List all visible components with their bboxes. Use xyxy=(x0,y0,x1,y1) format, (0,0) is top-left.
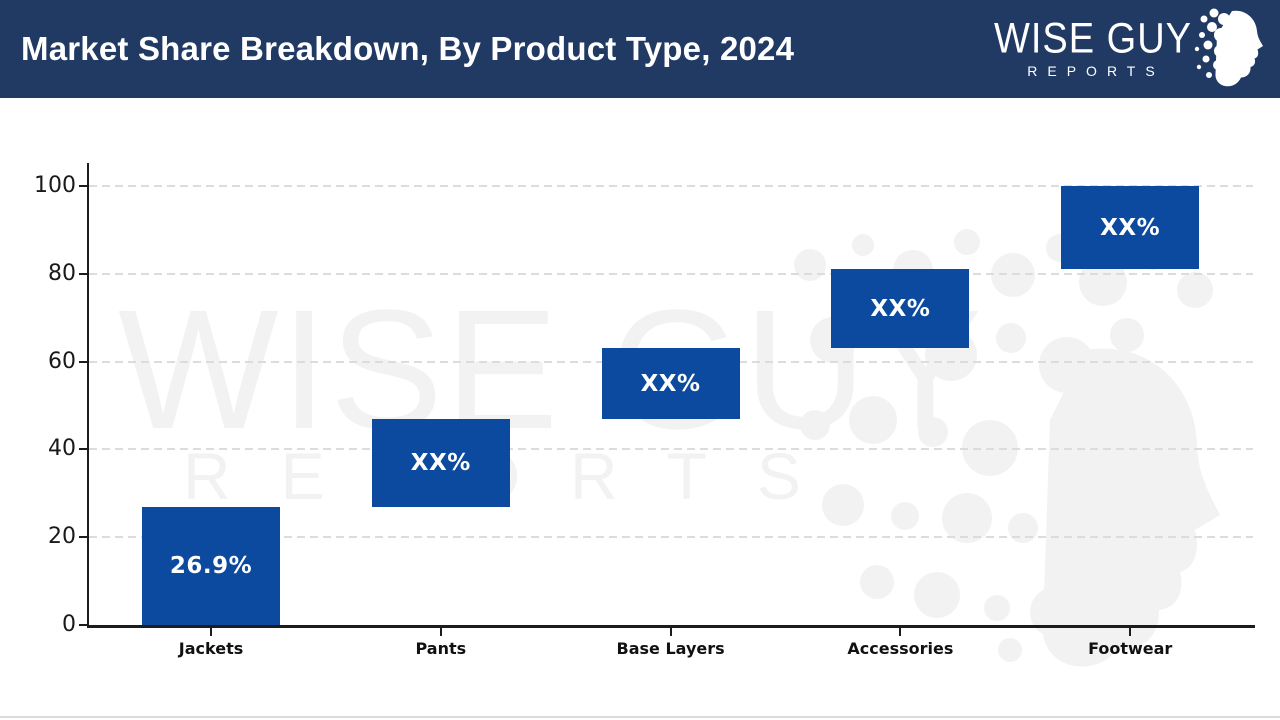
y-tick-label-20: 20 xyxy=(48,524,76,550)
category-label-base-layers: Base Layers xyxy=(616,639,725,658)
page-title: Market Share Breakdown, By Product Type,… xyxy=(21,30,795,67)
bar-base-layers: XX% xyxy=(601,348,740,419)
bar-jackets: 26.9% xyxy=(142,506,280,625)
bar-label: XX% xyxy=(870,295,931,322)
bar-footwear: XX% xyxy=(1061,186,1200,270)
gridline-80 xyxy=(89,272,1253,275)
bar-label: XX% xyxy=(640,370,701,397)
y-tick-mark-40 xyxy=(79,448,87,451)
y-tick-mark-60 xyxy=(79,360,87,363)
bar-accessories: XX% xyxy=(831,269,970,349)
gridline-100 xyxy=(89,185,1253,187)
x-tick-mark xyxy=(1129,628,1132,636)
y-tick-label-0: 0 xyxy=(62,612,76,637)
y-tick-mark-0 xyxy=(79,624,87,626)
wise-guy-face-icon xyxy=(1194,5,1266,93)
header-bar: Market Share Breakdown, By Product Type,… xyxy=(0,0,1280,98)
wise-guy-logo: WISE GUY REPORTS xyxy=(994,6,1266,92)
bottom-border xyxy=(0,716,1280,718)
logo-subtitle: REPORTS xyxy=(1027,63,1165,79)
category-label-accessories: Accessories xyxy=(847,639,954,658)
x-axis-line xyxy=(87,625,1255,628)
bar-pants: XX% xyxy=(371,418,510,507)
category-label-jackets: Jackets xyxy=(178,639,244,658)
category-label-pants: Pants xyxy=(415,639,467,658)
logo-text: WISE GUY REPORTS xyxy=(993,15,1192,79)
bar-label: XX% xyxy=(1100,214,1161,241)
chart-plot-area: 0 20 40 60 80 100 26.9% XX% XX% XX% XX% Jackets Pa… xyxy=(0,98,1280,720)
bar-label: XX% xyxy=(410,449,471,476)
logo-name: WISE GUY xyxy=(993,15,1192,63)
category-label-footwear: Footwear xyxy=(1088,639,1173,658)
x-tick-mark xyxy=(210,628,212,636)
y-tick-mark-100 xyxy=(79,185,87,187)
y-tick-mark-80 xyxy=(79,272,87,275)
y-tick-label-60: 60 xyxy=(48,348,76,374)
x-tick-mark xyxy=(439,628,442,636)
y-tick-label-80: 80 xyxy=(48,260,76,286)
x-tick-mark xyxy=(899,628,902,636)
y-axis-line xyxy=(87,163,89,625)
y-tick-mark-20 xyxy=(79,536,87,539)
gridline-40 xyxy=(89,448,1253,451)
y-tick-label-40: 40 xyxy=(48,436,76,462)
gridline-20 xyxy=(89,536,1253,539)
x-tick-mark xyxy=(669,628,672,636)
y-tick-label-100: 100 xyxy=(34,173,76,198)
bar-label: 26.9% xyxy=(169,552,253,579)
